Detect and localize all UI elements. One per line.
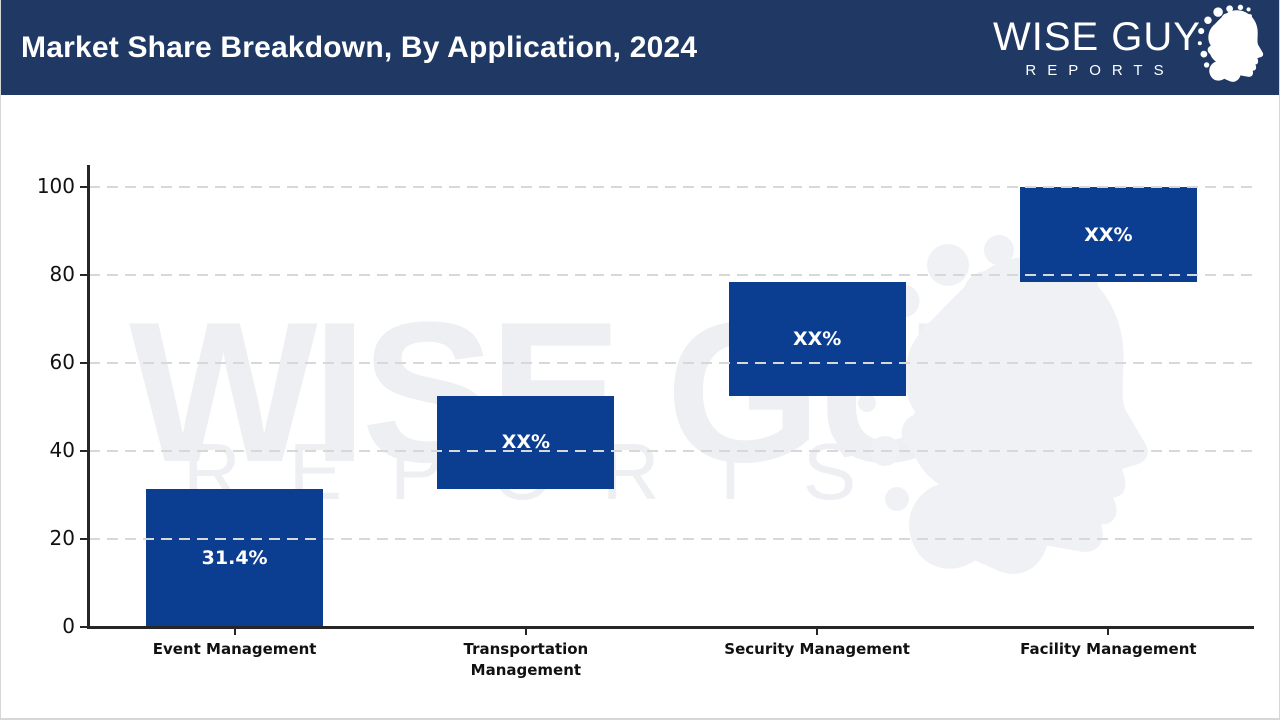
x-axis-spine <box>87 626 1254 629</box>
y-tick <box>80 538 87 540</box>
y-tick <box>80 186 87 188</box>
category-label: Event Management <box>152 640 317 658</box>
y-tick-label: 40 <box>49 438 75 463</box>
category-label: Transportation Management <box>463 640 589 679</box>
y-tick-label: 80 <box>49 262 75 287</box>
y-axis-spine <box>87 165 90 629</box>
bar-value-label: 31.4% <box>201 546 268 569</box>
gridline <box>89 362 1254 364</box>
chart-title: Market Share Breakdown, By Application, … <box>21 30 698 64</box>
gridline <box>89 538 1254 540</box>
category-label: Facility Management <box>1020 640 1197 658</box>
x-tick <box>524 628 527 635</box>
x-tick <box>1107 628 1110 635</box>
logo-head-icon <box>1197 4 1264 82</box>
x-tick <box>233 628 236 635</box>
bar <box>728 282 906 396</box>
logo-wordmark-line1: WISE GUY <box>992 15 1201 59</box>
bar <box>1019 187 1197 283</box>
gridline <box>89 186 1254 188</box>
logo-wordmark-line2: REPORTS <box>1025 62 1175 79</box>
y-tick <box>80 626 87 628</box>
y-tick <box>80 362 87 364</box>
y-tick-label: 20 <box>49 526 75 551</box>
x-tick <box>816 628 819 635</box>
bar-value-label: XX% <box>501 431 551 454</box>
gridline <box>89 450 1254 452</box>
bar <box>146 488 324 627</box>
category-label: Security Management <box>724 640 910 658</box>
y-tick-label: 0 <box>62 614 75 639</box>
gridline <box>89 274 1254 276</box>
header-band: Market Share Breakdown, By Application, … <box>1 0 1279 95</box>
y-tick <box>80 274 87 276</box>
y-tick-label: 100 <box>36 174 75 199</box>
logo-wordmark: WISE GUY REPORTS <box>993 17 1201 79</box>
bar-value-label: XX% <box>792 328 842 351</box>
bar <box>437 396 615 489</box>
y-tick-label: 60 <box>49 350 75 375</box>
bar-value-label: XX% <box>1084 223 1133 246</box>
y-tick <box>80 450 87 452</box>
wiseguy-logo: WISE GUY REPORTS <box>993 4 1271 92</box>
